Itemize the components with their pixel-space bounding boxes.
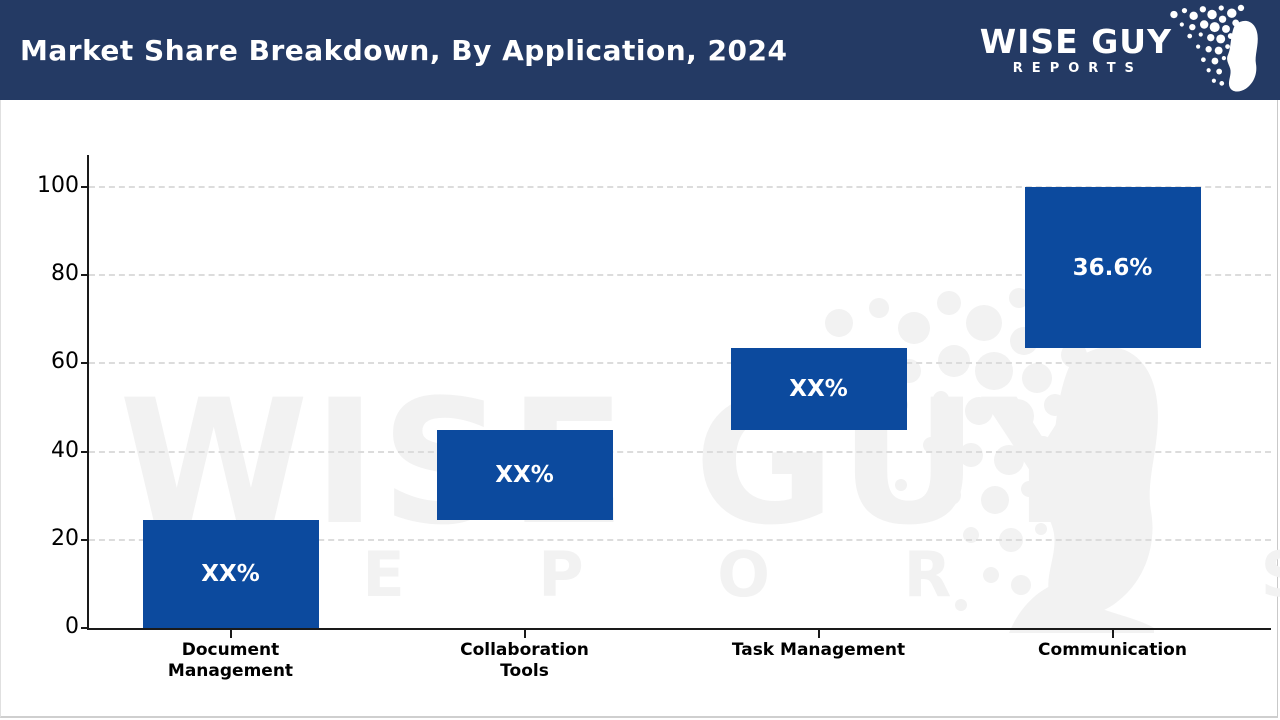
y-tick-label: 40 — [51, 437, 79, 463]
y-tick-mark — [81, 538, 89, 541]
y-tick-label: 20 — [51, 525, 79, 551]
wise-guy-reports-logo: WISE GUY REPORTS — [980, 4, 1266, 96]
bar — [142, 520, 319, 628]
y-tick-mark — [81, 274, 89, 277]
x-axis-line — [87, 628, 1271, 630]
bar-value-label: XX% — [201, 561, 260, 588]
y-tick-label: 100 — [37, 173, 79, 198]
y-gridline — [89, 450, 1271, 453]
y-gridline — [89, 186, 1271, 188]
x-tick-label: Communication — [1038, 640, 1187, 660]
bar-value-label: XX% — [789, 376, 848, 403]
y-gridline — [89, 274, 1271, 277]
y-tick-mark — [81, 362, 89, 365]
logo-face-icon — [1170, 4, 1258, 92]
y-tick-mark — [81, 450, 89, 453]
x-tick-label: Task Management — [731, 640, 906, 660]
bar — [730, 348, 907, 430]
x-tick-mark — [523, 630, 526, 638]
y-gridline — [89, 362, 1271, 365]
y-tick-label: 0 — [65, 614, 79, 639]
x-tick-mark — [817, 630, 820, 638]
header-bar: Market Share Breakdown, By Application, … — [0, 0, 1280, 100]
x-tick-mark — [1111, 630, 1114, 638]
x-tick-mark — [229, 630, 232, 638]
y-tick-mark — [81, 186, 89, 188]
y-axis-line — [87, 155, 89, 630]
y-tick-mark — [81, 627, 89, 629]
y-tick-label: 60 — [51, 349, 79, 375]
bar-value-label: XX% — [495, 462, 554, 489]
bar-value-label: 36.6% — [1072, 254, 1153, 281]
x-tick-label: Collaboration Tools — [460, 640, 589, 682]
chart-canvas: WISE GUY R E P O R T S 0 20 40 60 80 100 XX% Do… — [0, 100, 1280, 718]
bar — [436, 429, 613, 521]
page-title: Market Share Breakdown, By Application, … — [20, 33, 788, 67]
logo-wordmark: WISE GUY — [979, 22, 1172, 61]
y-tick-label: 80 — [51, 261, 79, 287]
logo-subtitle: REPORTS — [1012, 61, 1143, 76]
logo-text: WISE GUY REPORTS — [980, 25, 1172, 75]
y-gridline — [89, 538, 1271, 541]
x-tick-label: Document Management — [167, 640, 294, 682]
bar — [1024, 187, 1201, 349]
